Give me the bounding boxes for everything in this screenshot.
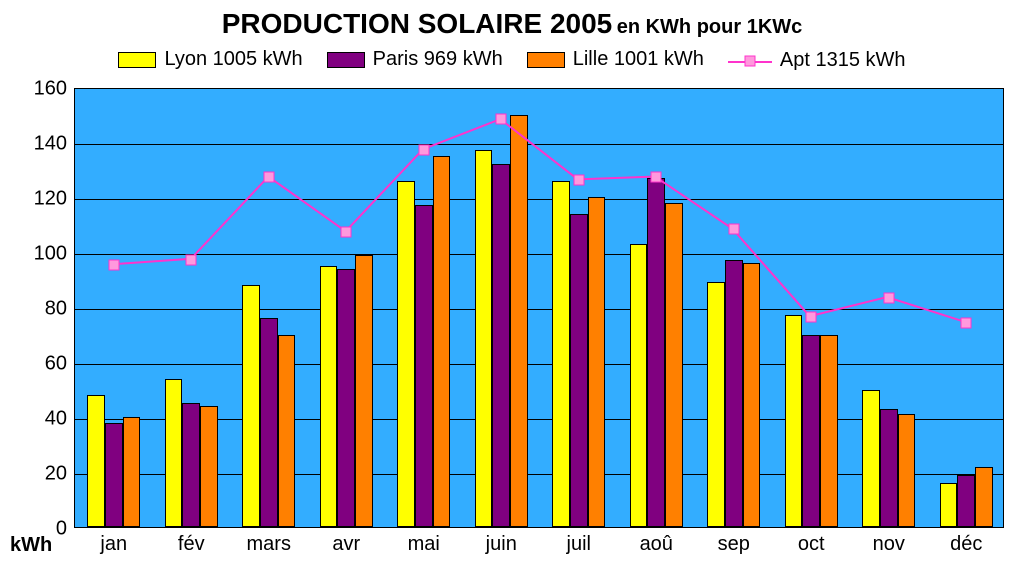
x-tick-label: avr bbox=[332, 527, 360, 556]
x-tick-label: mars bbox=[247, 527, 291, 556]
plot-area: 020406080100120140160janfévmarsavrmaijui… bbox=[74, 88, 1004, 528]
legend-item: Paris 969 kWh bbox=[327, 48, 503, 71]
legend-swatch bbox=[118, 52, 156, 68]
x-tick-label: jan bbox=[100, 527, 127, 556]
y-tick-label: 120 bbox=[34, 188, 75, 211]
line-marker bbox=[341, 227, 352, 238]
line-series-svg bbox=[75, 89, 1003, 527]
legend-item: Lille 1001 kWh bbox=[527, 48, 704, 71]
legend-label: Paris 969 kWh bbox=[373, 48, 503, 71]
line-marker bbox=[806, 312, 817, 323]
legend-line-icon bbox=[728, 54, 772, 68]
x-tick-label: aoû bbox=[640, 527, 673, 556]
x-tick-label: juil bbox=[567, 527, 591, 556]
line-marker bbox=[418, 144, 429, 155]
legend-swatch bbox=[327, 52, 365, 68]
y-tick-label: 140 bbox=[34, 133, 75, 156]
y-tick-label: 40 bbox=[45, 408, 75, 431]
legend-swatch bbox=[527, 52, 565, 68]
chart-legend: Lyon 1005 kWh Paris 969 kWh Lille 1001 kWh… bbox=[0, 48, 1024, 73]
line-marker bbox=[651, 172, 662, 183]
line-marker bbox=[186, 254, 197, 265]
line-marker bbox=[573, 174, 584, 185]
x-tick-label: juin bbox=[486, 527, 517, 556]
line-series-path bbox=[114, 119, 965, 322]
y-axis-unit-label: kWh bbox=[10, 534, 52, 557]
line-marker bbox=[108, 260, 119, 271]
y-tick-label: 100 bbox=[34, 243, 75, 266]
chart-title-main: PRODUCTION SOLAIRE 2005 bbox=[222, 8, 613, 39]
y-tick-label: 80 bbox=[45, 298, 75, 321]
legend-item: Lyon 1005 kWh bbox=[118, 48, 302, 71]
x-tick-label: déc bbox=[950, 527, 982, 556]
y-tick-label: 20 bbox=[45, 463, 75, 486]
line-marker bbox=[961, 317, 972, 328]
x-tick-label: oct bbox=[798, 527, 825, 556]
chart: PRODUCTION SOLAIRE 2005 en KWh pour 1KWc… bbox=[0, 0, 1024, 577]
x-tick-label: nov bbox=[873, 527, 905, 556]
legend-label: Lille 1001 kWh bbox=[573, 48, 704, 71]
legend-item: Apt 1315 kWh bbox=[728, 49, 906, 72]
legend-label: Lyon 1005 kWh bbox=[164, 48, 302, 71]
x-tick-label: sep bbox=[718, 527, 750, 556]
legend-label: Apt 1315 kWh bbox=[780, 49, 906, 72]
chart-title-sub: en KWh pour 1KWc bbox=[617, 16, 803, 38]
line-marker bbox=[883, 293, 894, 304]
y-tick-label: 0 bbox=[56, 518, 75, 541]
y-tick-label: 60 bbox=[45, 353, 75, 376]
line-marker bbox=[728, 224, 739, 235]
x-tick-label: mai bbox=[408, 527, 440, 556]
x-tick-label: fév bbox=[178, 527, 205, 556]
line-marker bbox=[496, 114, 507, 125]
y-tick-label: 160 bbox=[34, 78, 75, 101]
line-marker bbox=[263, 172, 274, 183]
chart-title-row: PRODUCTION SOLAIRE 2005 en KWh pour 1KWc bbox=[0, 8, 1024, 40]
